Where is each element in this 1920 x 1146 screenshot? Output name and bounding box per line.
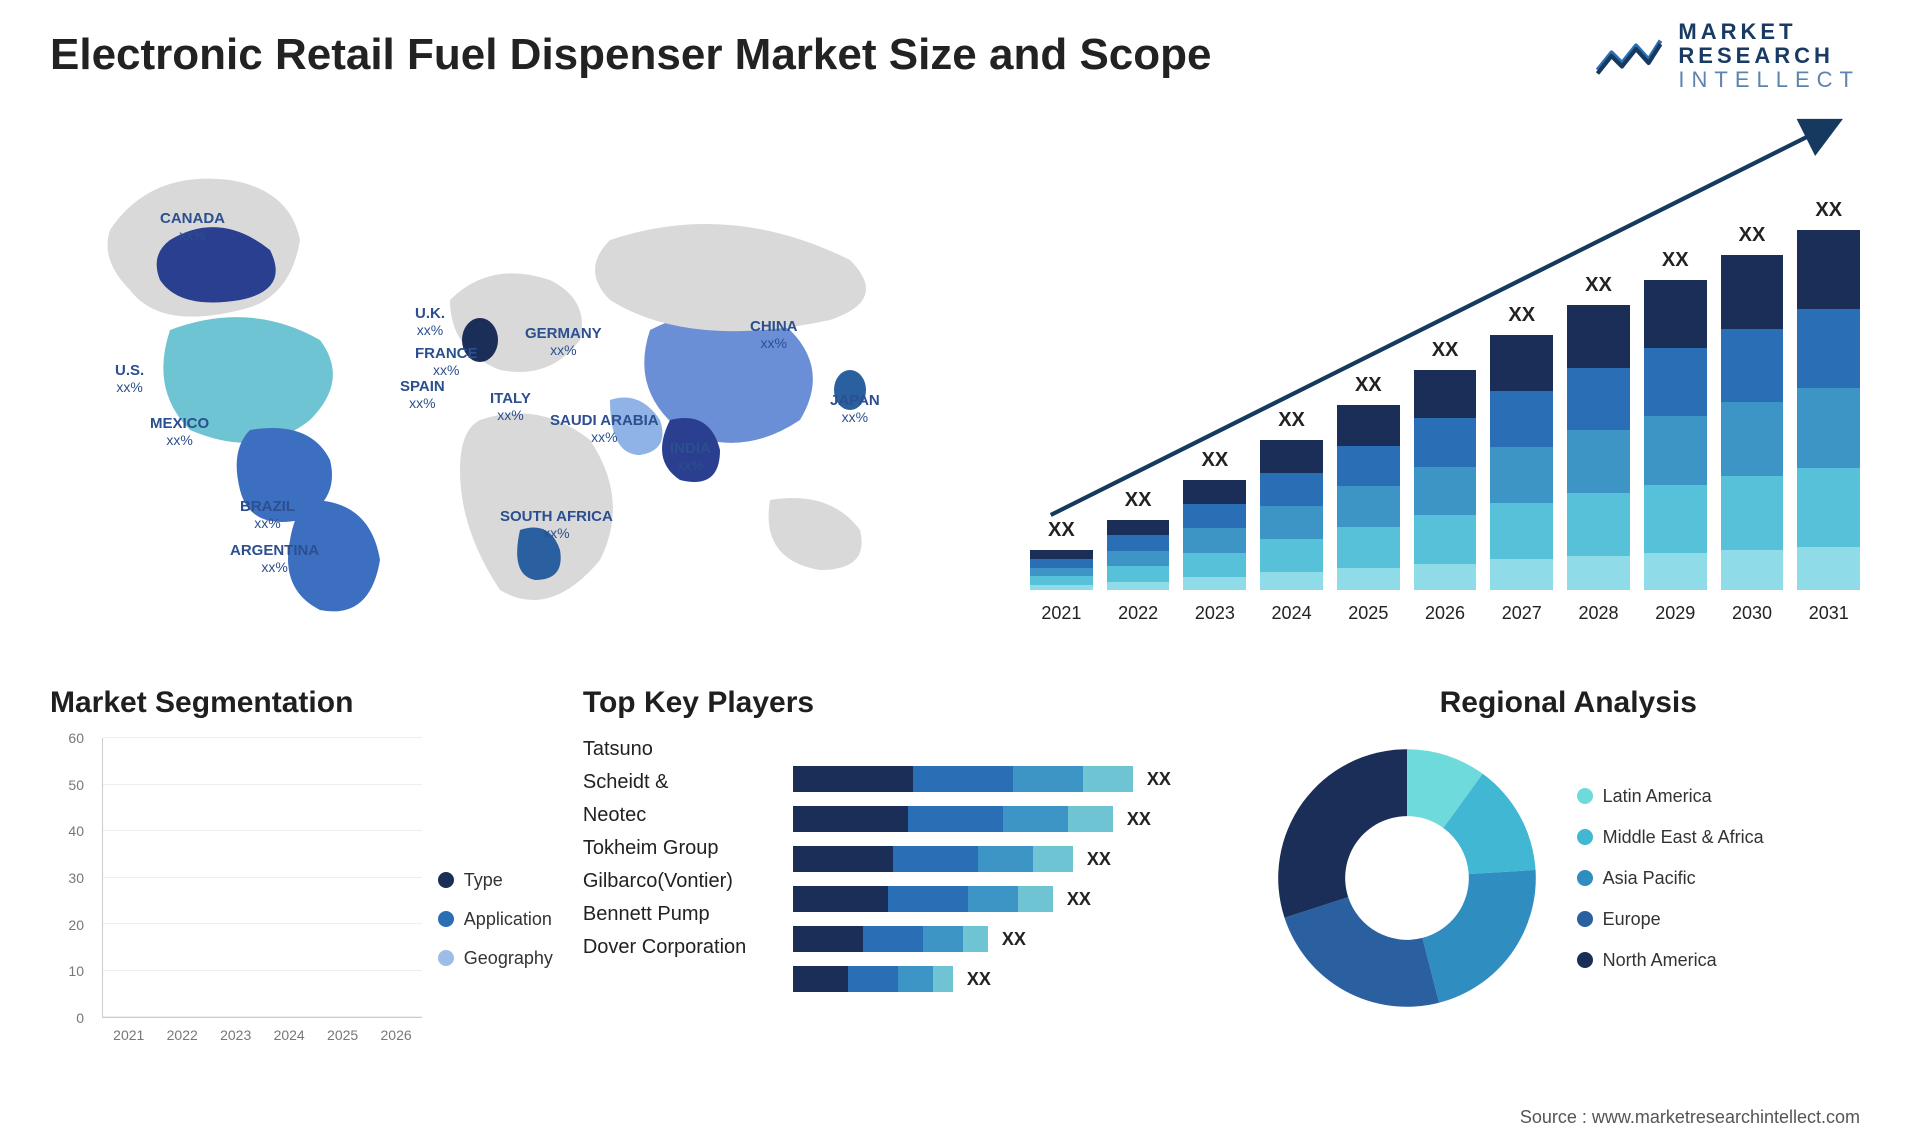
logo-text: MARKET RESEARCH INTELLECT [1678,20,1860,93]
forecast-bar: XX2022 [1107,520,1170,590]
source-credit: Source : www.marketresearchintellect.com [1520,1107,1860,1128]
regional-title: Regional Analysis [1267,686,1870,720]
world-map: CANADAxx% U.S.xx%MEXICOxx% BRAZILxx% ARGENT… [50,100,950,640]
player-name: Scheidt & [583,771,773,794]
legend-item: Type [438,870,553,891]
forecast-bar: XX2026 [1414,370,1477,590]
segmentation-legend: Type Application Geography [438,738,553,1100]
map-label: JAPANxx% [830,392,880,425]
legend-item: Application [438,909,553,930]
forecast-bar: XX2028 [1567,305,1630,590]
player-name: Gilbarco(Vontier) [583,870,773,893]
world-map-svg [50,100,950,620]
players-bars: XX XX XX XX XX XX [793,738,1237,992]
player-name: Tatsuno [583,738,773,761]
legend-item: Europe [1577,909,1764,930]
player-bar-row: XX [793,886,1237,912]
forecast-bar: XX2027 [1490,335,1553,590]
segmentation-chart: 0102030405060 202120222023202420252026 [50,738,422,1018]
donut-slice [1278,749,1407,918]
infographic-page: Electronic Retail Fuel Dispenser Market … [0,0,1920,1146]
map-label: CHINAxx% [750,318,798,351]
map-label: SOUTH AFRICAxx% [500,508,613,541]
regional-donut-chart [1267,738,1547,1018]
players-names: Tatsuno Scheidt & Neotec Tokheim Group Gilba… [583,738,773,992]
legend-item: Middle East & Africa [1577,827,1764,848]
donut-slice [1284,897,1439,1007]
forecast-bar: XX2030 [1721,255,1784,590]
legend-item: Asia Pacific [1577,868,1764,889]
map-label: INDIAxx% [670,440,711,473]
map-label: U.S.xx% [115,362,144,395]
brand-logo: MARKET RESEARCH INTELLECT [1594,20,1860,93]
segmentation-panel: Market Segmentation 0102030405060 202120… [50,680,553,1100]
player-bar-row: XX [793,966,1237,992]
player-bar-row: XX [793,806,1237,832]
player-bar-row: XX [793,766,1237,792]
players-title: Top Key Players [583,686,1237,720]
map-label: SPAINxx% [400,378,445,411]
donut-slice [1422,870,1535,1003]
player-name: Dover Corporation [583,936,773,959]
bottom-row: Market Segmentation 0102030405060 202120… [50,680,1870,1100]
player-name: Neotec [583,804,773,827]
top-row: CANADAxx% U.S.xx%MEXICOxx% BRAZILxx% ARGENT… [50,100,1870,640]
map-label: CANADAxx% [160,210,225,243]
segmentation-title: Market Segmentation [50,686,553,720]
map-label: FRANCExx% [415,345,478,378]
forecast-bar: XX2029 [1644,280,1707,590]
forecast-bar: XX2031 [1797,230,1860,590]
map-label: SAUDI ARABIAxx% [550,412,659,445]
player-bar-row: XX [793,926,1237,952]
map-label: GERMANYxx% [525,325,602,358]
players-panel: Top Key Players Tatsuno Scheidt & Neotec To… [583,680,1237,1100]
map-label: MEXICOxx% [150,415,209,448]
player-name: Bennett Pump [583,903,773,926]
logo-mark-icon [1594,31,1664,81]
player-name: Tokheim Group [583,837,773,860]
regional-legend: Latin America Middle East & Africa Asia Pa… [1577,786,1764,971]
forecast-bar: XX2025 [1337,405,1400,590]
forecast-chart: XX2021XX2022XX2023XX2024XX2025XX2026XX20… [990,100,1870,640]
map-label: BRAZILxx% [240,498,295,531]
forecast-bar: XX2023 [1183,480,1246,590]
map-label: ARGENTINAxx% [230,542,319,575]
legend-item: North America [1577,950,1764,971]
player-bar-row: XX [793,846,1237,872]
regional-panel: Regional Analysis Latin America Middle Ea… [1267,680,1870,1100]
forecast-bar: XX2021 [1030,550,1093,590]
map-label: U.K.xx% [415,305,445,338]
legend-item: Geography [438,948,553,969]
forecast-bar: XX2024 [1260,440,1323,590]
legend-item: Latin America [1577,786,1764,807]
map-label: ITALYxx% [490,390,531,423]
forecast-bars: XX2021XX2022XX2023XX2024XX2025XX2026XX20… [1030,150,1860,590]
